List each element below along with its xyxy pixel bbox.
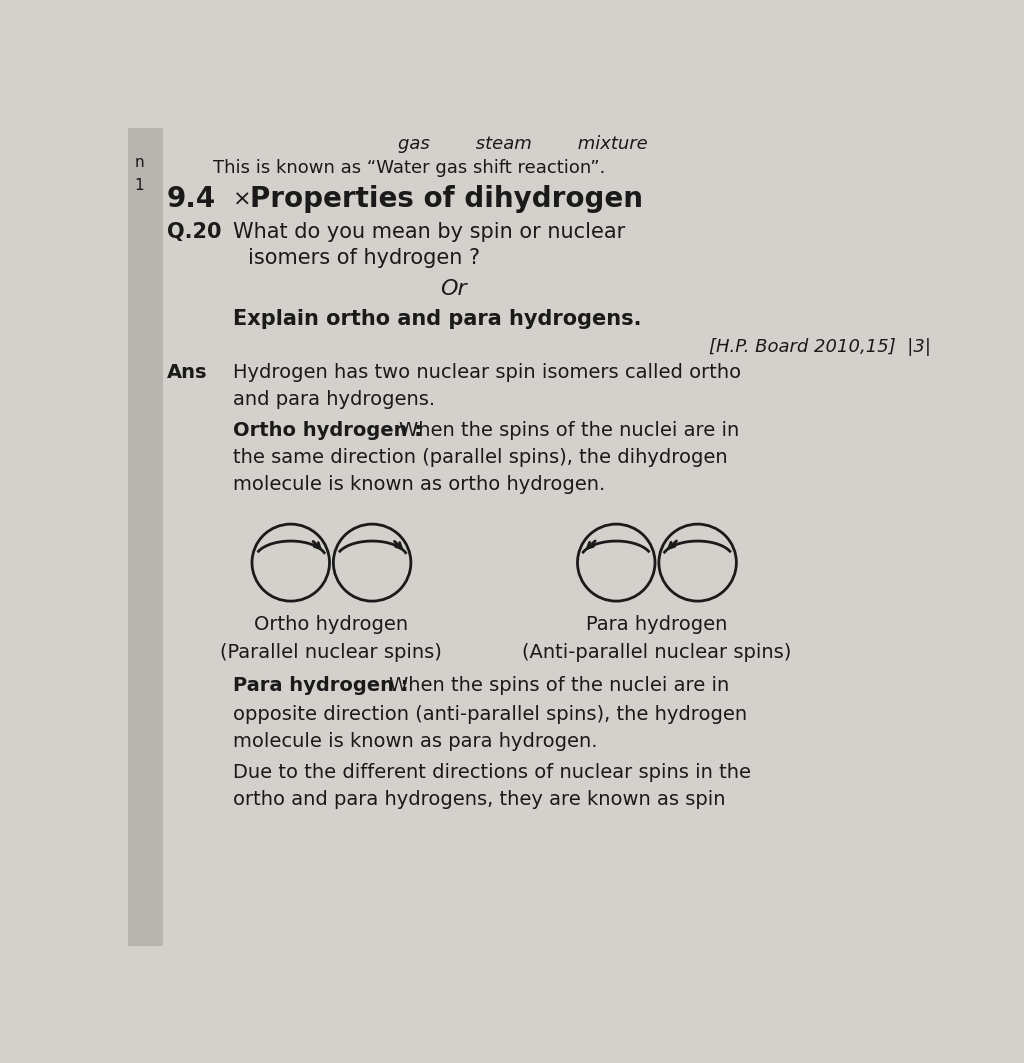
Text: Or: Or [440,280,467,300]
Text: ortho and para hydrogens, they are known as spin: ortho and para hydrogens, they are known… [232,790,725,809]
Text: Q.20: Q.20 [167,221,221,241]
Text: Ortho hydrogen: Ortho hydrogen [254,614,409,634]
Text: (Anti-parallel nuclear spins): (Anti-parallel nuclear spins) [522,643,792,662]
Text: When the spins of the nuclei are in: When the spins of the nuclei are in [389,676,729,695]
Text: This is known as “Water gas shift reaction”.: This is known as “Water gas shift reacti… [213,158,605,176]
Text: What do you mean by spin or nuclear: What do you mean by spin or nuclear [232,221,625,241]
Text: Hydrogen has two nuclear spin isomers called ortho: Hydrogen has two nuclear spin isomers ca… [232,362,740,382]
Text: opposite direction (anti-parallel spins), the hydrogen: opposite direction (anti-parallel spins)… [232,705,746,724]
Text: Due to the different directions of nuclear spins in the: Due to the different directions of nucle… [232,763,751,782]
Text: [H.P. Board 2010,15]  |3|: [H.P. Board 2010,15] |3| [710,338,931,356]
Text: Ortho hydrogen :: Ortho hydrogen : [232,421,422,440]
Text: Para hydrogen: Para hydrogen [587,614,728,634]
Text: and para hydrogens.: and para hydrogens. [232,390,435,409]
Text: molecule is known as ortho hydrogen.: molecule is known as ortho hydrogen. [232,474,605,493]
Text: (Parallel nuclear spins): (Parallel nuclear spins) [220,643,442,662]
Text: ×: × [232,189,251,209]
Text: Para hydrogen :: Para hydrogen : [232,676,409,695]
Text: Ans: Ans [167,362,207,382]
Text: 1: 1 [135,178,144,192]
Text: When the spins of the nuclei are in: When the spins of the nuclei are in [399,421,739,440]
Text: isomers of hydrogen ?: isomers of hydrogen ? [248,249,480,269]
Text: Explain ortho and para hydrogens.: Explain ortho and para hydrogens. [232,308,641,328]
Text: 9.4: 9.4 [167,185,216,214]
Text: molecule is known as para hydrogen.: molecule is known as para hydrogen. [232,731,597,750]
FancyBboxPatch shape [128,128,922,946]
Text: gas        steam        mixture: gas steam mixture [398,135,648,153]
Text: n: n [135,155,144,170]
Text: the same direction (parallel spins), the dihydrogen: the same direction (parallel spins), the… [232,448,727,467]
Text: Properties of dihydrogen: Properties of dihydrogen [251,185,643,214]
FancyBboxPatch shape [128,128,163,946]
